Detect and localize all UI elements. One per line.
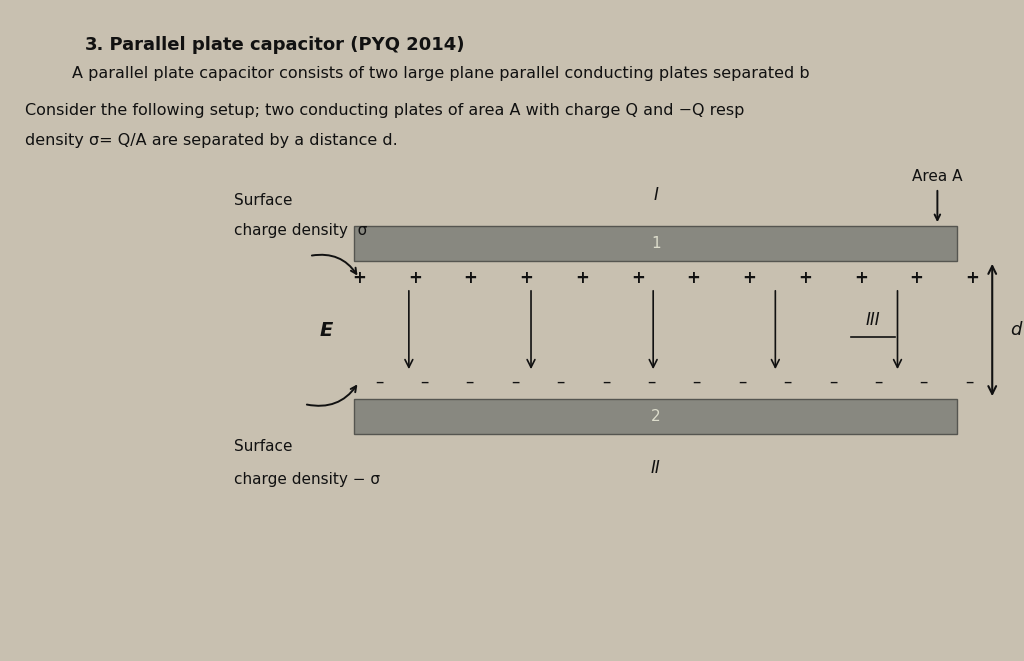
Text: +: + <box>909 269 924 287</box>
Text: I: I <box>653 186 658 204</box>
Text: –: – <box>420 373 428 391</box>
Bar <box>354 226 957 261</box>
Text: –: – <box>647 373 655 391</box>
Text: +: + <box>966 269 979 287</box>
Text: –: – <box>828 373 838 391</box>
Text: charge density − σ: charge density − σ <box>234 472 381 487</box>
Text: Parallel plate capacitor (PYQ 2014): Parallel plate capacitor (PYQ 2014) <box>96 36 464 54</box>
Text: A parallel plate capacitor consists of two large plane parallel conducting plate: A parallel plate capacitor consists of t… <box>72 66 809 81</box>
Text: +: + <box>575 269 589 287</box>
Text: II: II <box>651 459 660 477</box>
Text: +: + <box>408 269 422 287</box>
Text: +: + <box>631 269 645 287</box>
Text: –: – <box>920 373 928 391</box>
Text: –: – <box>375 373 383 391</box>
Text: Surface: Surface <box>234 193 293 208</box>
Text: E: E <box>319 321 333 340</box>
Text: +: + <box>464 269 477 287</box>
Text: III: III <box>865 311 880 329</box>
Text: 1: 1 <box>651 236 660 251</box>
Text: –: – <box>466 373 474 391</box>
Text: –: – <box>556 373 565 391</box>
Text: –: – <box>602 373 610 391</box>
Text: density σ= Q/A are separated by a distance d.: density σ= Q/A are separated by a distan… <box>25 133 397 148</box>
Text: +: + <box>742 269 756 287</box>
Text: –: – <box>965 373 974 391</box>
Text: d: d <box>1011 321 1022 339</box>
Text: Area A: Area A <box>912 169 963 184</box>
Text: +: + <box>854 269 867 287</box>
Text: +: + <box>352 269 366 287</box>
Text: +: + <box>686 269 700 287</box>
Text: Consider the following setup; two conducting plates of area A with charge Q and : Consider the following setup; two conduc… <box>25 103 744 118</box>
Text: –: – <box>738 373 746 391</box>
Text: –: – <box>692 373 701 391</box>
Text: +: + <box>519 269 534 287</box>
Bar <box>354 399 957 434</box>
Text: –: – <box>783 373 792 391</box>
Text: –: – <box>874 373 883 391</box>
Text: –: – <box>511 373 519 391</box>
Text: 2: 2 <box>651 409 660 424</box>
Text: charge density  σ: charge density σ <box>234 223 368 238</box>
Text: +: + <box>798 269 812 287</box>
Text: Surface: Surface <box>234 439 293 454</box>
Text: 3.: 3. <box>85 36 104 54</box>
